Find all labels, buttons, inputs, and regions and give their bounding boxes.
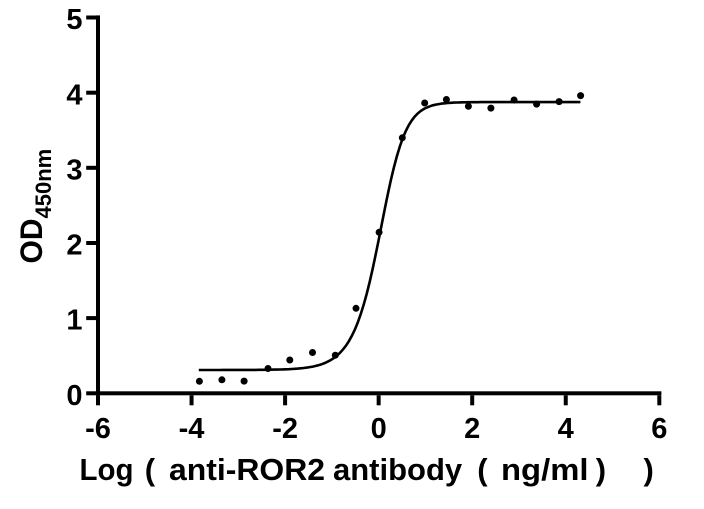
svg-text:4: 4 [66,79,82,111]
svg-text:-2: -2 [272,413,298,445]
svg-text:1: 1 [66,305,82,337]
svg-text:-4: -4 [179,413,205,445]
svg-text:5: 5 [66,4,82,36]
svg-text:2: 2 [66,230,82,262]
svg-text:0: 0 [66,380,82,412]
svg-text:3: 3 [66,154,82,186]
svg-text:6: 6 [651,413,667,445]
svg-text:-6: -6 [85,413,111,445]
svg-text:OD450nm: OD450nm [13,149,56,264]
svg-text:0: 0 [371,413,387,445]
svg-text:4: 4 [558,413,574,445]
svg-text:2: 2 [464,413,480,445]
